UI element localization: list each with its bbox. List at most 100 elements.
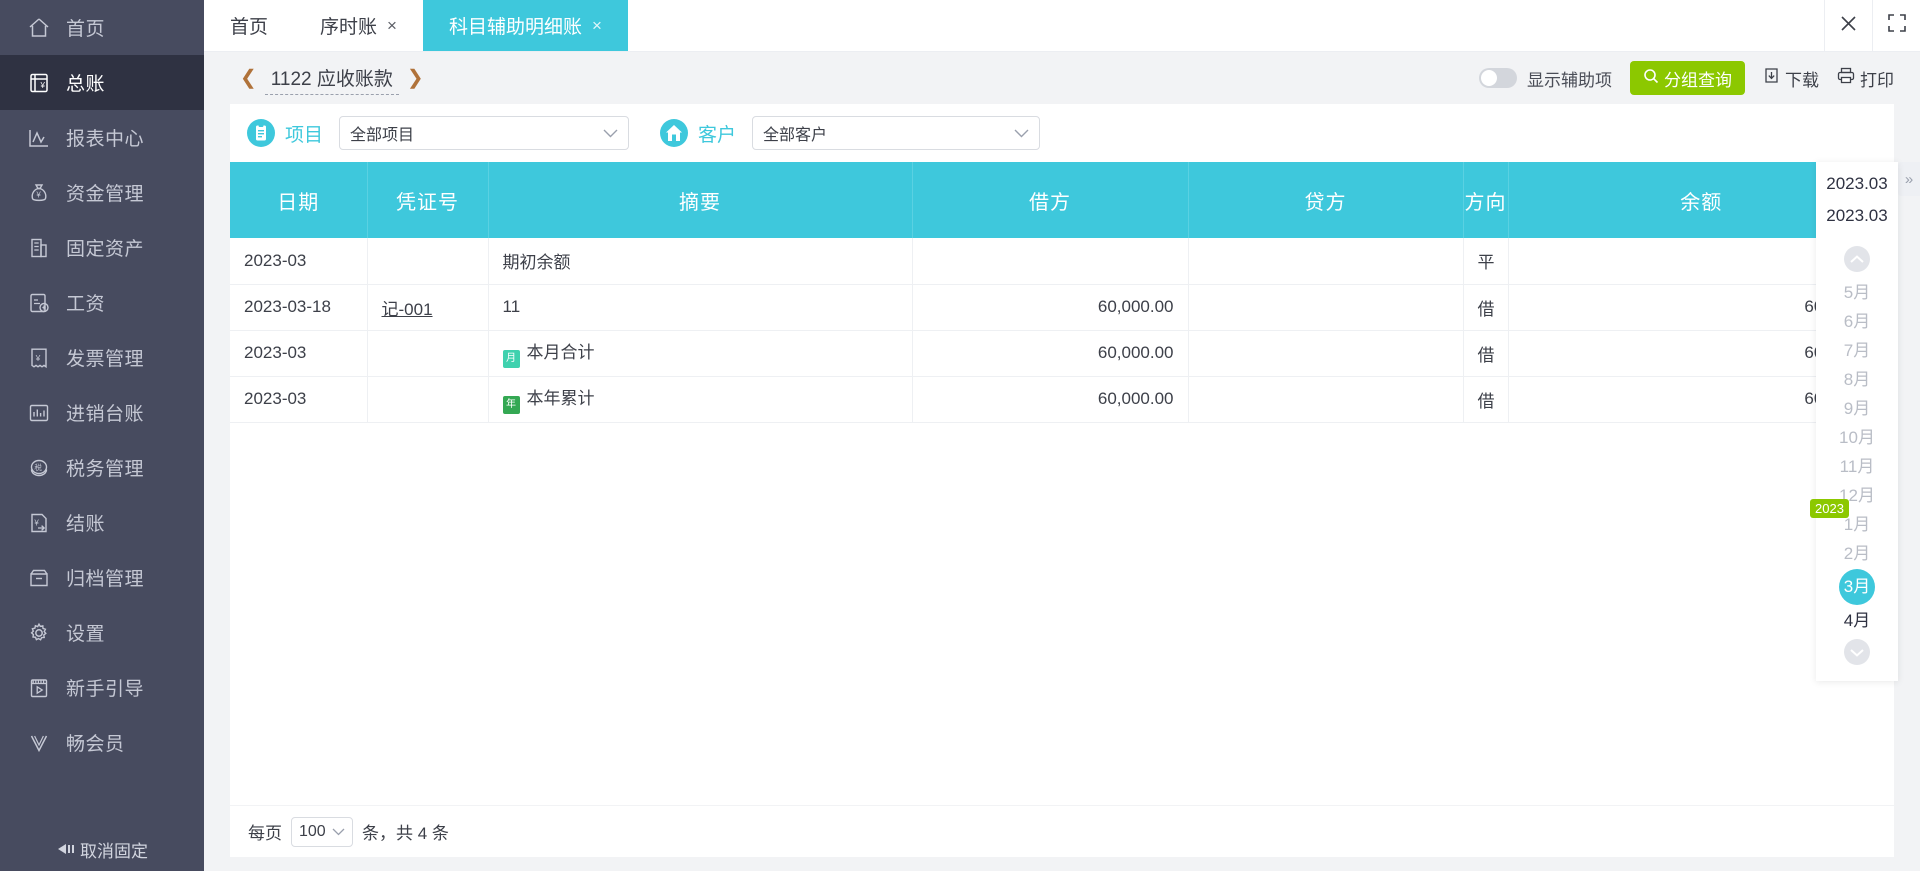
per-page-value: 100 [299, 822, 326, 840]
month-label: 1月 [1843, 515, 1871, 534]
table-header-cell: 摘要 [488, 162, 913, 238]
cell-debit [912, 238, 1189, 285]
month-item[interactable]: 8月 [1816, 365, 1898, 394]
fullscreen-icon [1887, 14, 1906, 37]
sidebar-item-11[interactable]: 设置 [0, 605, 204, 660]
tab-close-icon[interactable]: × [591, 16, 602, 35]
subject-selector[interactable]: 1122 应收账款 [264, 62, 399, 95]
month-item[interactable]: 3月 [1839, 569, 1875, 605]
sidebar-item-3[interactable]: ¥ 资金管理 [0, 165, 204, 220]
sidebar-pin-label: 取消固定 [80, 841, 148, 861]
table-body: 2023-03 期初余额 平 2023-03-18 记-001 11 60,000.00 借 6… [230, 238, 1894, 423]
sidebar-item-13[interactable]: 畅会员 [0, 715, 204, 770]
filter-customer-label: 客户 [698, 124, 737, 146]
project-select[interactable]: 全部项目 [339, 116, 630, 150]
cell-credit [1188, 376, 1464, 423]
chevron-down-icon [603, 125, 618, 141]
sidebar-item-8[interactable]: 税 税务管理 [0, 440, 204, 495]
main-area: 首页 序时账 × 科目辅助明细账 × ❮ 112 [204, 0, 1920, 871]
invoice-icon: ¥ [26, 345, 52, 371]
month-item[interactable]: 4月 [1816, 606, 1898, 635]
period-item[interactable]: 2023.03 [1826, 206, 1888, 225]
cell-date: 2023-03 [230, 238, 368, 285]
svg-text:税: 税 [34, 462, 42, 472]
tab-1[interactable]: 序时账 × [294, 0, 423, 51]
tab-close-icon[interactable]: × [387, 16, 397, 35]
month-item[interactable]: 2月 [1816, 539, 1898, 568]
month-item[interactable]: 5月 [1816, 278, 1898, 307]
year-total-icon: 年 [502, 396, 520, 414]
search-icon [1643, 68, 1659, 89]
sidebar-item-12[interactable]: 新手引导 [0, 660, 204, 715]
per-page-select[interactable]: 100 [291, 816, 353, 847]
month-item[interactable]: 6月 [1816, 307, 1898, 336]
table-header-cell: 方向 [1463, 162, 1509, 238]
sidebar-item-1[interactable]: ¥ 总账 [0, 55, 204, 110]
table-head: 日期 凭证号 摘要 借方 贷方 方向 余额 [230, 162, 1894, 238]
month-label: 7月 [1843, 341, 1871, 360]
cell-voucher: 记-001 [367, 284, 489, 331]
table-header-row: 日期 凭证号 摘要 借方 贷方 方向 余额 [230, 162, 1894, 238]
month-label: 2月 [1843, 544, 1871, 563]
sidebar-item-label: 新手引导 [66, 679, 145, 700]
cell-voucher [367, 238, 489, 285]
download-button[interactable]: 下载 [1763, 66, 1819, 91]
sidebar-pin-toggle[interactable]: 取消固定 [0, 827, 204, 871]
sidebar-item-label: 首页 [66, 19, 106, 40]
close-icon [1840, 15, 1857, 37]
chevron-up-circle-icon[interactable] [1844, 246, 1870, 272]
chevron-left-icon[interactable]: ❮ [240, 67, 257, 89]
cell-direction: 借 [1463, 284, 1509, 331]
sidebar-item-2[interactable]: 报表中心 [0, 110, 204, 165]
cell-summary: 11 [488, 284, 913, 331]
tab-2[interactable]: 科目辅助明细账 × [422, 0, 628, 51]
group-query-button[interactable]: 分组查询 [1630, 61, 1745, 95]
sidebar-item-7[interactable]: 进销台账 [0, 385, 204, 440]
toolbar: ❮ 1122 应收账款 ❯ 显示辅助项 分组查询 [204, 52, 1920, 104]
table-header-cell: 借方 [912, 162, 1189, 238]
chevron-down-circle-icon[interactable] [1844, 639, 1870, 665]
month-item[interactable]: 2023 1月 [1810, 499, 1898, 539]
chevron-right-icon[interactable]: ❯ [406, 67, 424, 89]
print-button[interactable]: 打印 [1837, 66, 1894, 91]
breadcrumb: ❮ 1122 应收账款 ❯ [232, 62, 432, 95]
sidebar-item-label: 设置 [66, 624, 106, 645]
sidebar-item-4[interactable]: 固定资产 [0, 220, 204, 275]
month-item[interactable]: 10月 [1816, 423, 1898, 452]
show-aux-label: 显示辅助项 [1527, 70, 1612, 90]
month-item[interactable]: 11月 [1816, 452, 1898, 481]
month-list: 5月 6月 7月 8月 9月 10月 11月 12月 2023 1月 2月 3月 4月 [1810, 236, 1898, 671]
sidebar-item-5[interactable]: 工资 [0, 275, 204, 330]
sidebar-item-10[interactable]: 归档管理 [0, 550, 204, 605]
voucher-link[interactable]: 记-001 [381, 299, 433, 319]
cell-summary: 年本年累计 [488, 376, 913, 423]
sidebar-item-label: 发票管理 [66, 349, 145, 370]
sidebar-item-label: 报表中心 [66, 129, 145, 150]
period-item[interactable]: 2023.03 [1826, 174, 1888, 193]
summary-text: 本年累计 [526, 389, 595, 408]
money-bag-icon: ¥ [26, 180, 52, 206]
customer-select[interactable]: 全部客户 [752, 116, 1041, 150]
month-panel-collapse-button[interactable]: » [1898, 162, 1920, 196]
sidebar-item-0[interactable]: 首页 [0, 0, 204, 55]
month-item[interactable]: 9月 [1816, 394, 1898, 423]
sidebar-item-6[interactable]: ¥ 发票管理 [0, 330, 204, 385]
sidebar-item-9[interactable]: ¥ 结账 [0, 495, 204, 550]
home-icon [26, 15, 52, 41]
fullscreen-button[interactable] [1872, 0, 1920, 51]
cell-summary: 期初余额 [488, 238, 913, 285]
summary-text: 11 [502, 297, 521, 316]
content-area: 项目 全部项目 [204, 104, 1920, 871]
group-query-label: 分组查询 [1664, 70, 1732, 90]
svg-text:¥: ¥ [40, 81, 46, 90]
cell-debit: 60,000.00 [912, 330, 1189, 377]
close-window-button[interactable] [1824, 0, 1872, 51]
sidebar-item-label: 资金管理 [66, 184, 145, 205]
show-aux-toggle[interactable] [1479, 68, 1517, 88]
tab-0[interactable]: 首页 [204, 0, 294, 51]
month-item[interactable]: 7月 [1816, 336, 1898, 365]
project-icon [246, 118, 276, 148]
